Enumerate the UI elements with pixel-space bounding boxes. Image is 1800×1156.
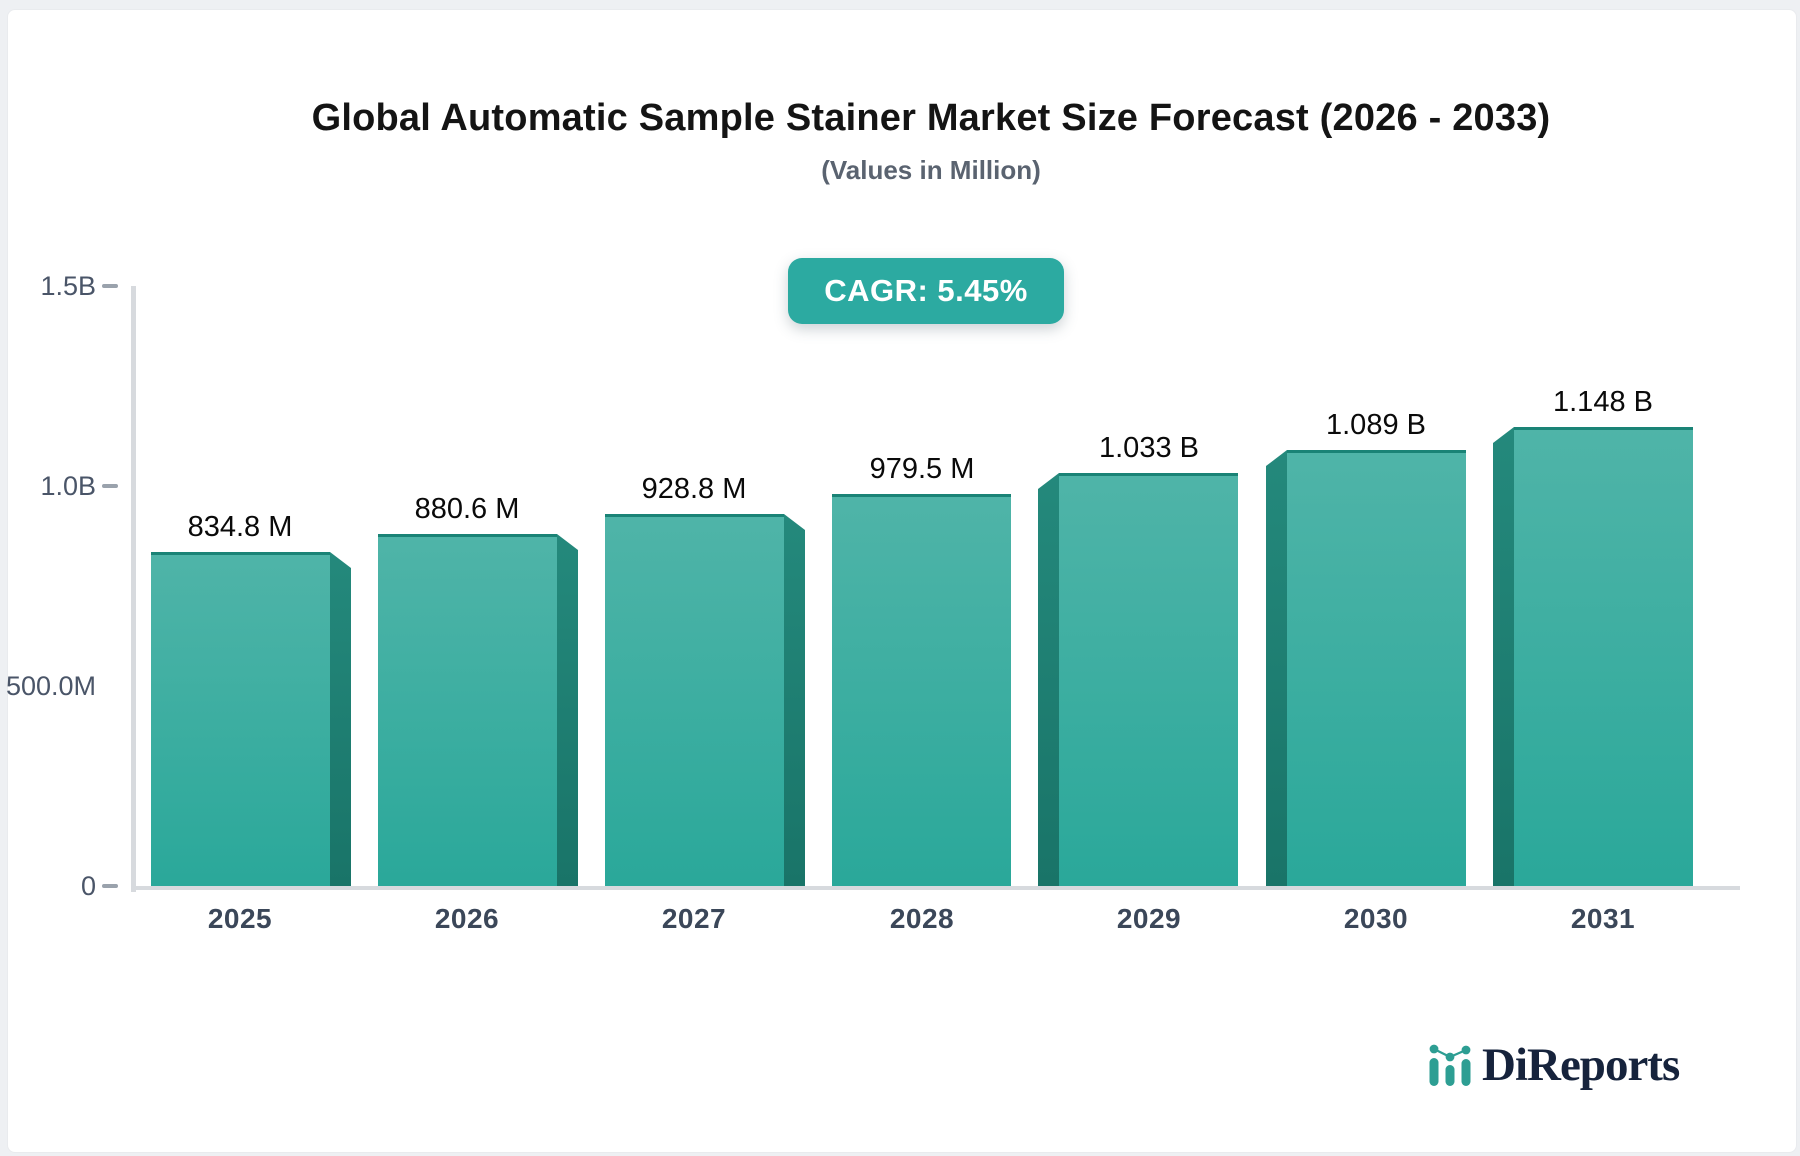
direports-logo: DiReports: [1428, 1036, 1680, 1098]
y-tick-mark: [102, 484, 118, 488]
x-tick-label: 2031: [1570, 903, 1636, 934]
bar-2031[interactable]: [1514, 427, 1693, 886]
bar-value-label: 928.8 M: [641, 473, 747, 505]
bar-side-panel: [330, 552, 351, 886]
x-tick-label: 2030: [1343, 903, 1409, 934]
chart-header: Global Automatic Sample Stainer Market S…: [62, 96, 1800, 186]
x-axis-line: [131, 886, 1740, 890]
y-tick-label: 1.0B: [40, 471, 96, 501]
bar-side-panel: [557, 534, 578, 886]
bar-2027[interactable]: [605, 514, 784, 886]
x-tick-label: 2026: [434, 903, 500, 934]
bar-2028[interactable]: [832, 494, 1011, 886]
x-tick-label: 2028: [889, 903, 955, 934]
bar-2025[interactable]: [151, 552, 330, 886]
x-tick-label: 2027: [661, 903, 727, 934]
y-tick-mark: [102, 884, 118, 888]
y-tick-label: 0: [80, 871, 96, 901]
direports-logo-icon: [1429, 1044, 1471, 1086]
bar-side-panel: [1038, 473, 1059, 886]
bar-2026[interactable]: [378, 534, 557, 886]
cagr-badge-label: CAGR: 5.45%: [824, 273, 1028, 308]
x-tick-label: 2025: [207, 903, 273, 934]
x-tick-label: 2029: [1116, 903, 1182, 934]
bar-side-panel: [1493, 427, 1514, 886]
cagr-badge: CAGR: 5.45%: [788, 258, 1064, 324]
bar-value-label: 834.8 M: [187, 511, 293, 543]
chart-title: Global Automatic Sample Stainer Market S…: [311, 97, 1551, 139]
direports-logo-text: DiReports: [1482, 1039, 1680, 1091]
y-tick-label: 500.0M: [5, 671, 96, 701]
y-tick-label: 1.5B: [40, 271, 96, 301]
y-axis-line: [131, 286, 136, 892]
bar-2030[interactable]: [1287, 450, 1466, 886]
bar-side-panel: [1266, 450, 1287, 886]
bar-value-label: 1.089 B: [1326, 409, 1426, 441]
bar-value-label: 880.6 M: [414, 493, 520, 525]
y-tick-mark: [102, 284, 118, 288]
bar-value-label: 1.033 B: [1099, 432, 1199, 464]
bar-value-label: 979.5 M: [869, 453, 975, 485]
bar-side-panel: [784, 514, 805, 886]
chart-subtitle: (Values in Million): [821, 155, 1041, 185]
bar-2029[interactable]: [1059, 473, 1238, 886]
bar-value-label: 1.148 B: [1553, 386, 1653, 418]
